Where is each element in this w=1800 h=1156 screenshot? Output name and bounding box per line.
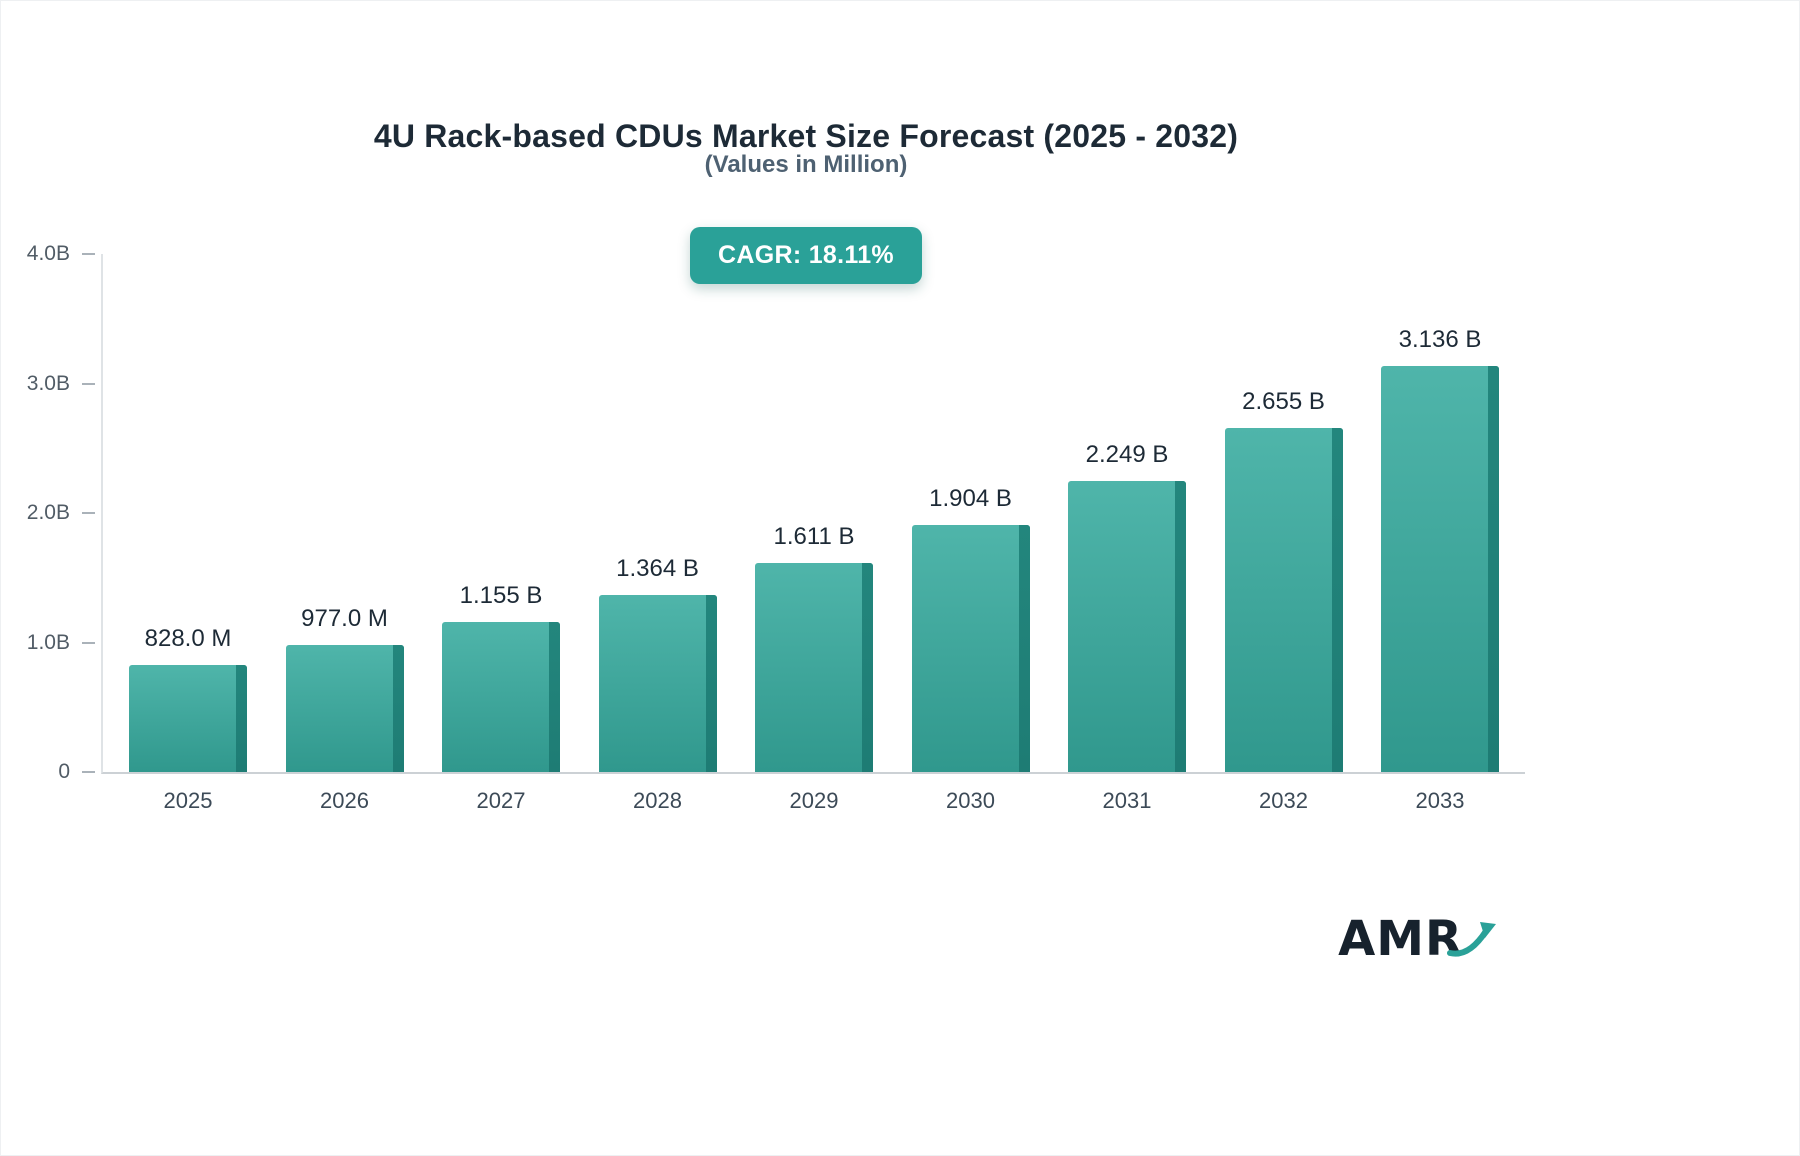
x-axis-label: 2028 [633, 788, 682, 813]
y-axis-tick-mark [82, 771, 95, 773]
bar-group: 1.904 B 2030 [911, 254, 1030, 813]
bar-value-label: 828.0 M [144, 624, 232, 652]
y-axis-tick-mark [82, 253, 95, 255]
bar [755, 563, 873, 772]
y-axis-tick-mark [82, 512, 95, 514]
x-axis-label: 2026 [320, 788, 369, 813]
y-axis-tick-label: 4.0B [26, 242, 70, 265]
bar-value-label: 2.249 B [1085, 440, 1169, 468]
x-axis-label: 2033 [1415, 788, 1465, 813]
amr-logo-arrow-icon [1447, 922, 1496, 957]
bar-value-label: 1.364 B [616, 555, 699, 583]
bar-group: 1.611 B 2029 [755, 254, 873, 813]
y-axis-tick-label: 0 [58, 760, 70, 783]
bar-group: 3.136 B 2033 [1381, 254, 1499, 813]
cagr-badge-row: CAGR: 18.11% [1, 227, 1611, 284]
bar [442, 622, 560, 772]
y-axis-tick: 3.0B [16, 372, 95, 396]
cagr-badge: CAGR: 18.11% [690, 227, 922, 284]
bar-value-label: 977.0 M [301, 605, 388, 633]
x-axis-label: 2025 [163, 788, 213, 813]
bar-value-label: 3.136 B [1398, 325, 1482, 353]
bar [129, 664, 247, 773]
plot-area: 4.0B 3.0B 2.0B 1.0B 0 828.0 M 2025 977.0 M 2026 1… [27, 242, 1525, 813]
bar-group: 2.655 B 2032 [1224, 254, 1343, 813]
x-axis-label: 2027 [476, 788, 526, 813]
bar-value-label: 1.155 B [459, 582, 543, 610]
bar [1381, 365, 1499, 773]
x-axis-label: 2032 [1259, 788, 1308, 813]
amr-logo: AMR [1338, 911, 1499, 967]
bar-group: 828.0 M 2025 [129, 254, 247, 813]
y-axis-tick-label: 1.0B [26, 630, 70, 654]
bar-group: 1.155 B 2027 [442, 254, 560, 813]
y-axis-tick-label: 3.0B [26, 371, 70, 395]
chart-subtitle: (Values in Million) [704, 151, 908, 178]
x-axis-label: 2030 [946, 788, 995, 813]
bar [1068, 480, 1186, 773]
amr-logo-text: AMR [1338, 911, 1463, 967]
bar [598, 595, 717, 772]
y-axis-tick: 1.0B [16, 631, 95, 655]
chart-title: 4U Rack-based CDUs Market Size Forecast … [373, 118, 1239, 155]
y-axis-tick: 4.0B [16, 242, 95, 266]
y-axis-tick: 0 [16, 760, 95, 784]
bar-value-label: 2.655 B [1242, 388, 1325, 416]
bar-group: 1.364 B 2028 [598, 254, 717, 813]
bar-group: 977.0 M 2026 [285, 254, 404, 813]
y-axis-tick-mark [82, 641, 95, 644]
bar-value-label: 1.904 B [929, 485, 1012, 513]
bars-container: 828.0 M 2025 977.0 M 2026 1.155 B 2027 1.364 B… [103, 254, 1525, 813]
y-axis-tick-mark [82, 382, 95, 385]
bar-group: 2.249 B 2031 [1068, 254, 1186, 813]
x-axis-label: 2029 [789, 788, 839, 813]
bar-value-label: 1.611 B [773, 523, 855, 551]
bar [1224, 428, 1343, 772]
y-axis-tick: 2.0B [16, 501, 95, 525]
bar [285, 645, 404, 772]
x-axis-label: 2031 [1102, 788, 1152, 813]
y-axis-tick-label: 2.0B [26, 501, 70, 524]
bar [911, 525, 1030, 772]
